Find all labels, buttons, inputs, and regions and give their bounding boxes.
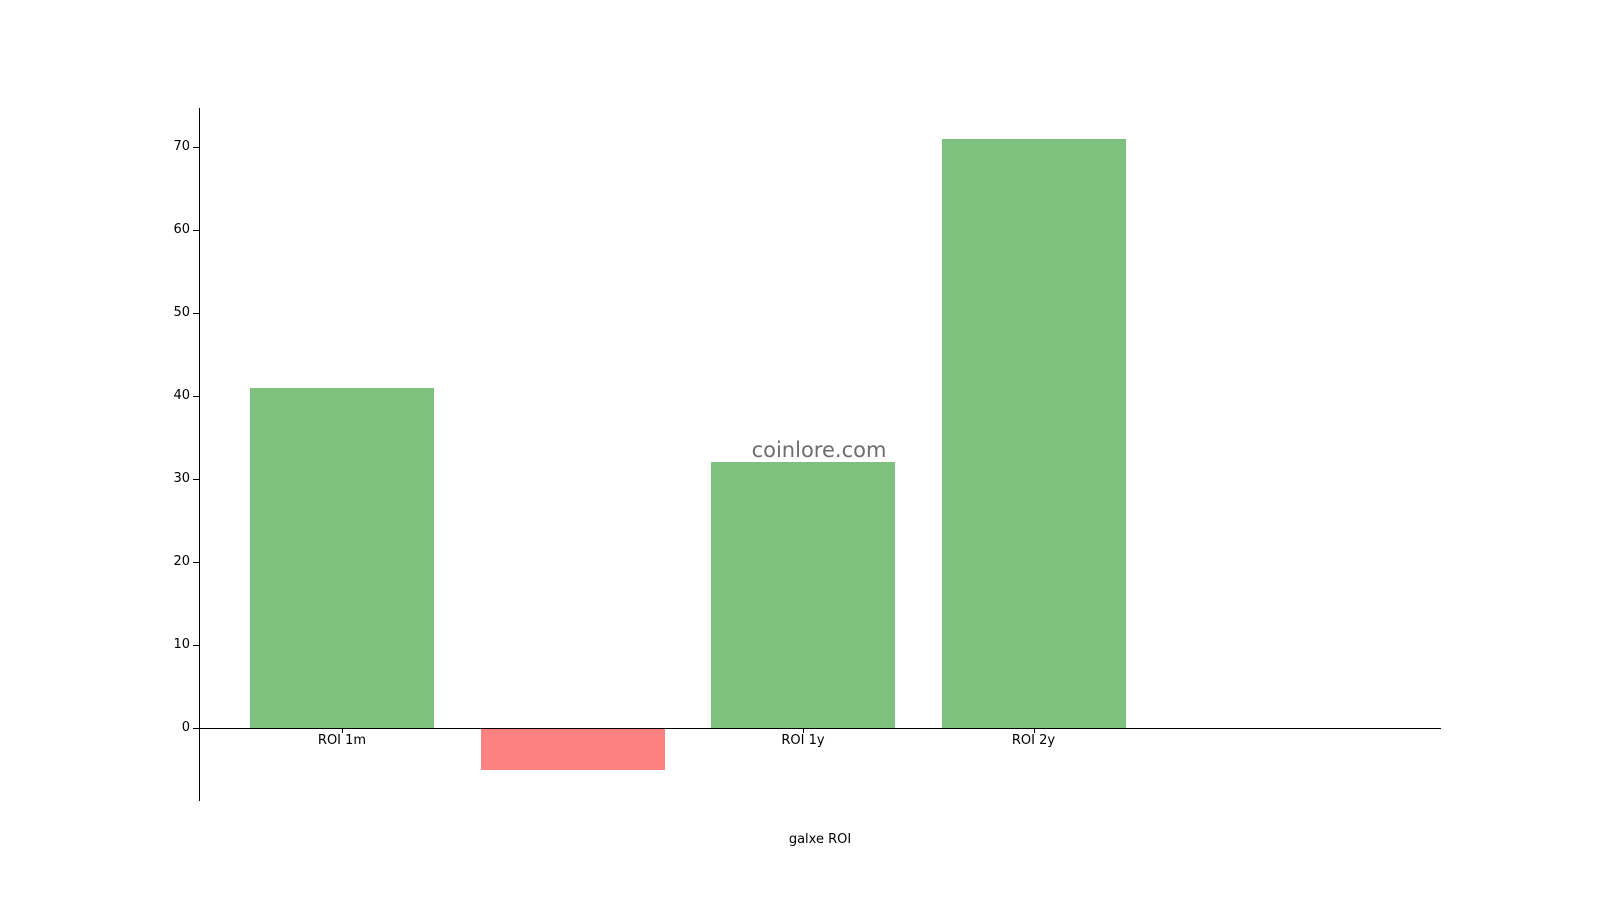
x-tick-mark bbox=[803, 728, 804, 733]
y-tick-mark bbox=[193, 728, 199, 729]
bar-negative-1 bbox=[480, 728, 665, 770]
watermark-text: coinlore.com bbox=[751, 438, 887, 462]
x-tick-label: ROI 2y bbox=[1011, 733, 1056, 748]
bar-roi-2y bbox=[941, 138, 1126, 728]
y-tick-mark bbox=[193, 147, 199, 148]
y-tick-mark bbox=[193, 479, 199, 480]
x-axis-line bbox=[199, 728, 1441, 729]
x-tick-label: ROI 1m bbox=[317, 733, 367, 748]
x-tick-label: ROI 1y bbox=[781, 733, 825, 748]
y-tick-mark bbox=[193, 562, 199, 563]
x-tick-mark bbox=[342, 728, 343, 733]
y-tick-label: 40 bbox=[173, 388, 190, 403]
y-tick-label: 10 bbox=[173, 637, 190, 652]
y-tick-label: 50 bbox=[173, 305, 190, 320]
y-tick-mark bbox=[193, 396, 199, 397]
bar-roi-1m bbox=[250, 387, 434, 728]
y-tick-label: 70 bbox=[173, 139, 190, 154]
y-tick-mark bbox=[193, 645, 199, 646]
y-tick-label: 60 bbox=[173, 222, 190, 237]
bar-roi-1y bbox=[711, 462, 895, 728]
x-axis-title: galxe ROI bbox=[788, 832, 852, 847]
y-axis-line bbox=[199, 108, 200, 801]
y-tick-label: 30 bbox=[173, 471, 190, 486]
y-tick-mark bbox=[193, 313, 199, 314]
y-tick-label: 20 bbox=[173, 554, 190, 569]
y-tick-mark bbox=[193, 230, 199, 231]
y-tick-label: 0 bbox=[181, 720, 190, 735]
x-tick-mark bbox=[1033, 728, 1035, 733]
